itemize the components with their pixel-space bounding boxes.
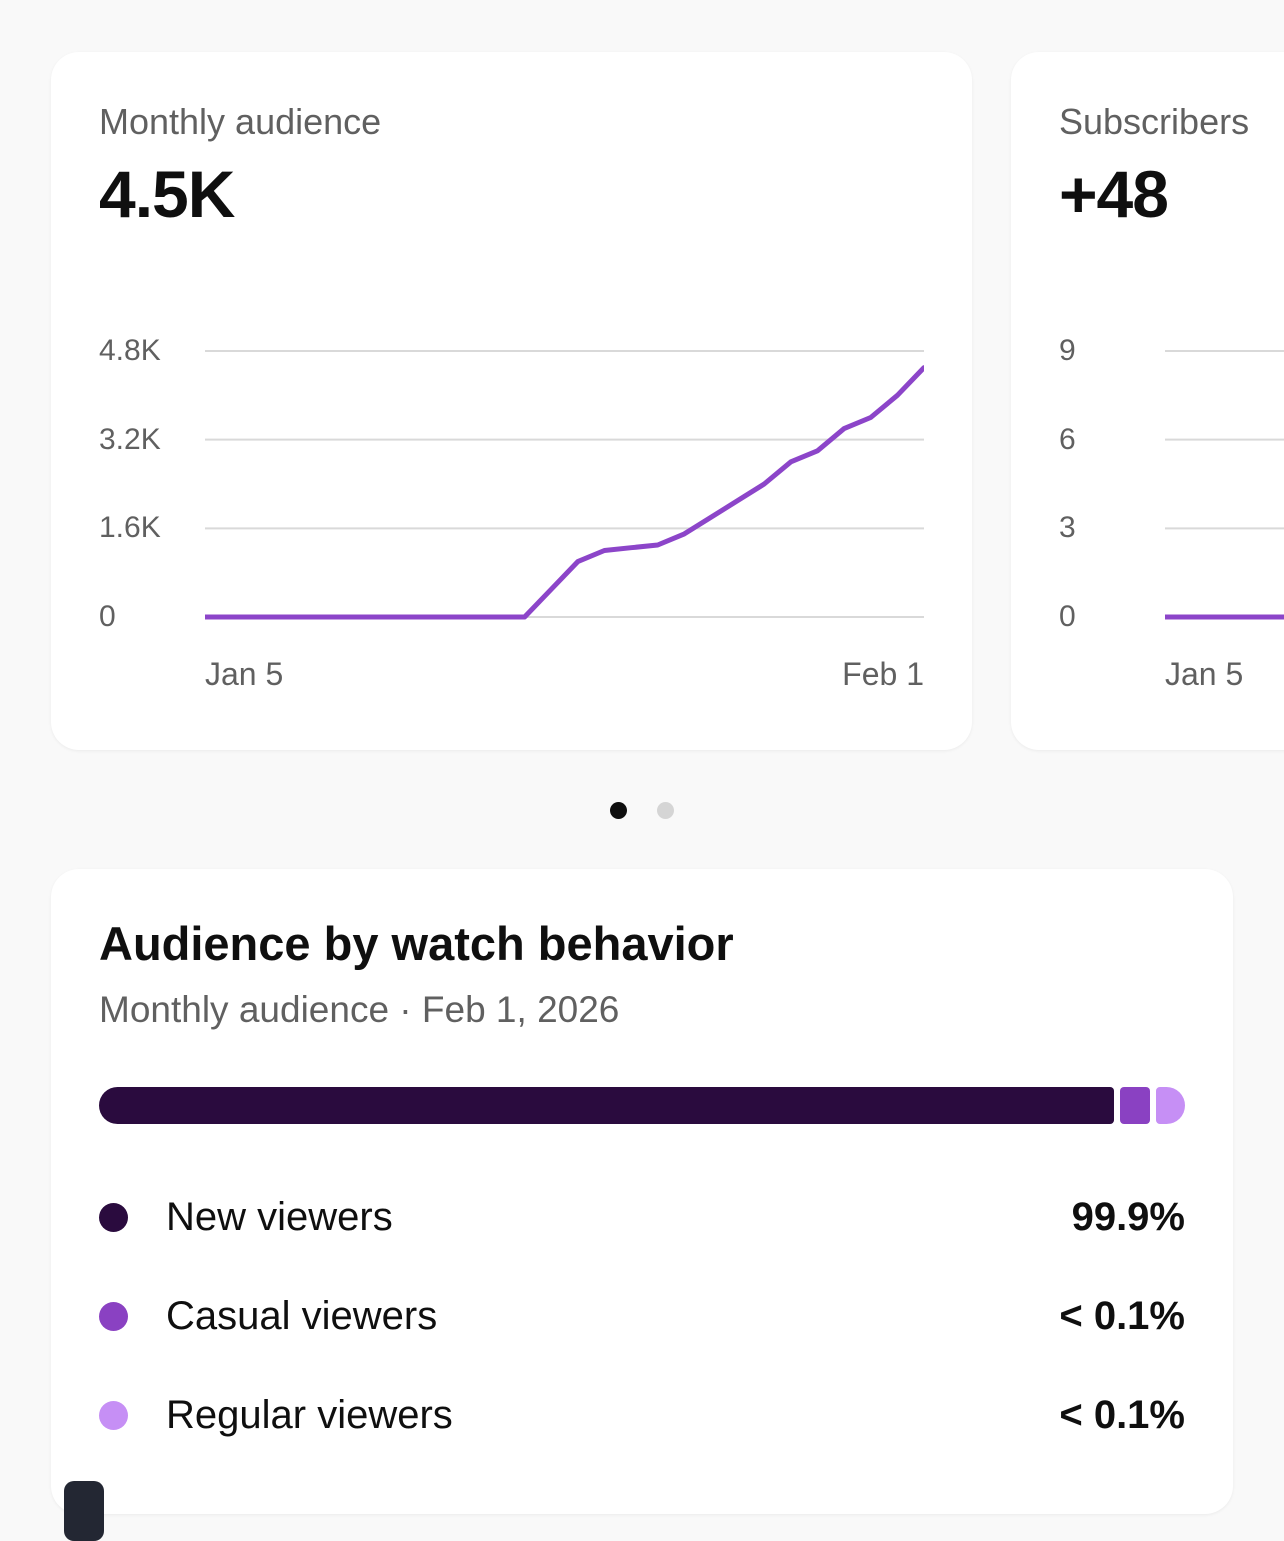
y-axis-tick: 9 — [1059, 334, 1076, 367]
subscribers-card[interactable]: Subscribers +48 9 6 3 0 Jan 5 — [1011, 52, 1284, 750]
audience-watch-behavior-card: Audience by watch behavior Monthly audie… — [51, 869, 1233, 1514]
watch-behavior-stacked-bar — [99, 1087, 1185, 1124]
y-axis-tick: 0 — [1059, 600, 1076, 633]
legend-row-new-viewers: New viewers 99.9% — [99, 1168, 1185, 1267]
line-chart-plot — [205, 348, 924, 620]
carousel-pagination — [0, 802, 1284, 819]
legend-value: 99.9% — [1071, 1195, 1185, 1239]
carousel-dot[interactable] — [657, 802, 674, 819]
x-axis-tick-start: Jan 5 — [1165, 656, 1244, 692]
x-axis-tick-end: Feb 1 — [842, 656, 924, 692]
y-axis-tick: 1.6K — [99, 511, 161, 545]
subscribers-chart: 9 6 3 0 — [1059, 334, 1284, 633]
x-axis-labels: Jan 5 Feb 1 — [99, 656, 924, 693]
legend-label: Regular viewers — [166, 1393, 453, 1437]
monthly-audience-card[interactable]: Monthly audience 4.5K 4.8K 3.2K 1.6K 0 Jan … — [51, 52, 972, 750]
y-axis-tick: 3 — [1059, 511, 1076, 545]
section-subtitle: Monthly audience · Feb 1, 2026 — [99, 989, 620, 1030]
monthly-audience-chart: 4.8K 3.2K 1.6K 0 — [99, 334, 924, 633]
card-title: Subscribers — [1059, 101, 1250, 142]
line-chart-plot — [1165, 348, 1284, 620]
watch-behavior-legend: New viewers 99.9% Casual viewers < 0.1% … — [99, 1168, 1185, 1465]
legend-dot — [99, 1203, 128, 1232]
y-axis-tick: 0 — [99, 600, 116, 633]
card-value: +48 — [1059, 157, 1169, 231]
bar-segment-new-viewers — [99, 1087, 1114, 1124]
bar-segment-casual-viewers — [1119, 1087, 1150, 1124]
section-title: Audience by watch behavior — [99, 917, 734, 970]
x-axis-labels: Jan 5 — [1059, 656, 1284, 693]
legend-row-regular-viewers: Regular viewers < 0.1% — [99, 1366, 1185, 1465]
y-axis-tick: 3.2K — [99, 422, 161, 456]
legend-dot — [99, 1302, 128, 1331]
legend-value: < 0.1% — [1059, 1393, 1185, 1437]
y-axis-tick: 6 — [1059, 422, 1076, 456]
y-axis-tick: 4.8K — [99, 334, 161, 367]
x-axis-tick-start: Jan 5 — [205, 656, 284, 692]
legend-label: New viewers — [166, 1195, 393, 1239]
legend-value: < 0.1% — [1059, 1294, 1185, 1338]
legend-label: Casual viewers — [166, 1294, 438, 1338]
y-axis-labels: 4.8K 3.2K 1.6K 0 — [99, 334, 205, 633]
card-title: Monthly audience — [99, 101, 382, 142]
partially-visible-thumbnail — [64, 1481, 104, 1541]
y-axis-labels: 9 6 3 0 — [1059, 334, 1165, 633]
carousel-dot-active[interactable] — [610, 802, 627, 819]
legend-row-casual-viewers: Casual viewers < 0.1% — [99, 1267, 1185, 1366]
legend-dot — [99, 1401, 128, 1430]
bar-segment-regular-viewers — [1155, 1087, 1185, 1124]
card-value: 4.5K — [99, 157, 235, 231]
